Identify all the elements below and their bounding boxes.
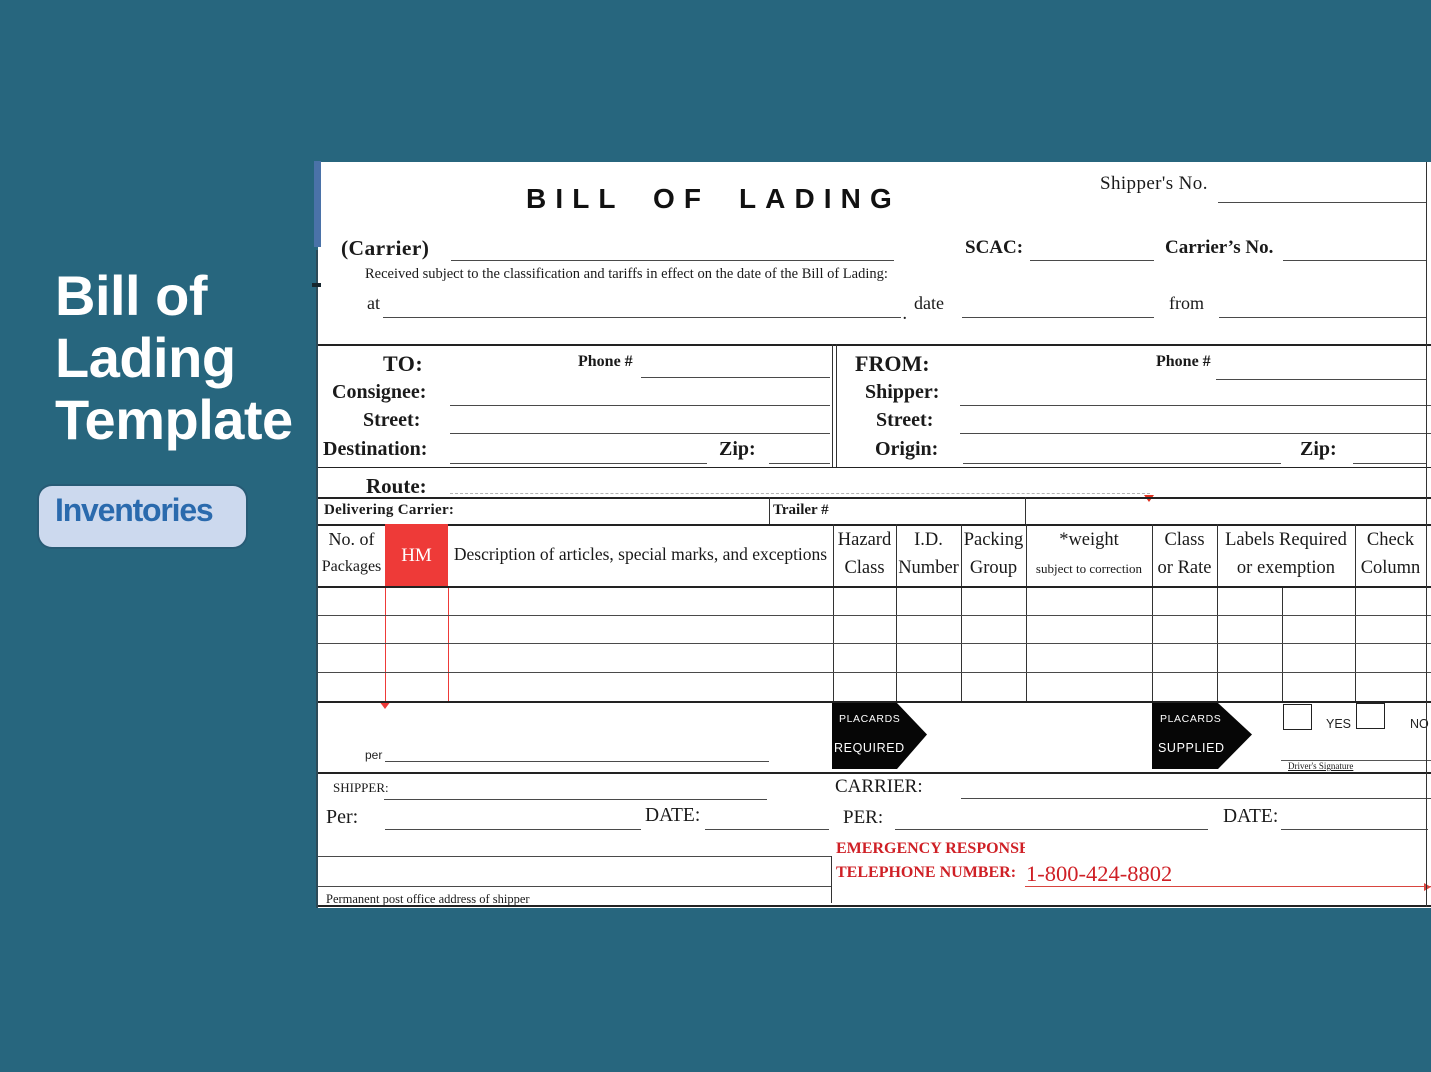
svg-text:SUPPLIED: SUPPLIED <box>1158 741 1225 755</box>
svg-text:PLACARDS: PLACARDS <box>1160 713 1221 725</box>
svg-text:REQUIRED: REQUIRED <box>834 741 905 755</box>
svg-text:PLACARDS: PLACARDS <box>839 713 900 725</box>
